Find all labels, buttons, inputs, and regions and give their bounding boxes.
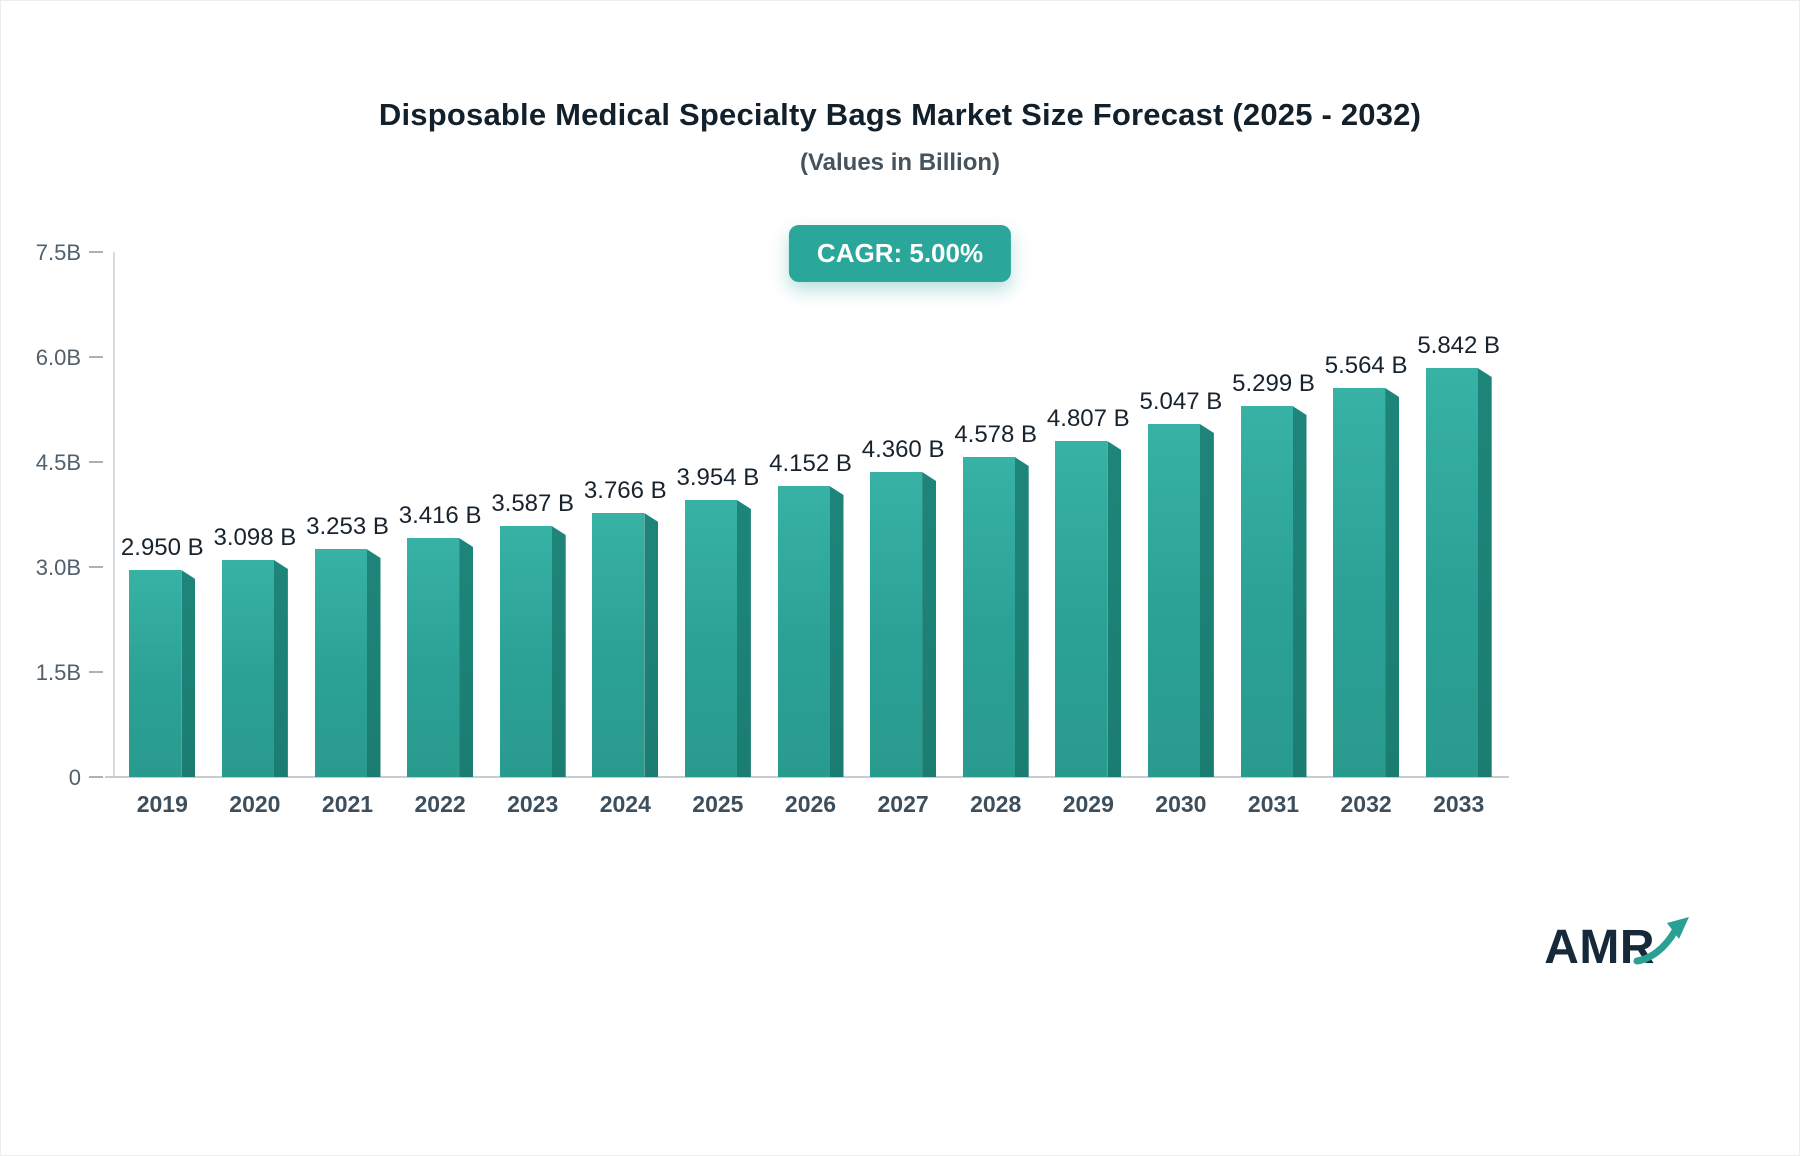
bar-front-face bbox=[407, 538, 460, 777]
amr-logo: AMR bbox=[1544, 916, 1691, 975]
bar-2024 bbox=[592, 513, 659, 777]
bar-side-face bbox=[1385, 388, 1400, 777]
bar-front-face bbox=[129, 570, 182, 777]
y-axis-tick-mark bbox=[89, 776, 103, 778]
bar-front-face bbox=[499, 526, 552, 777]
bar-front-face bbox=[777, 486, 830, 777]
bar-side-face bbox=[644, 513, 659, 777]
bar-front-face bbox=[1055, 441, 1108, 777]
bar-2028 bbox=[962, 457, 1029, 777]
bar-front-face bbox=[314, 549, 367, 777]
bar-2022 bbox=[407, 538, 474, 777]
bar-2030 bbox=[1147, 424, 1214, 777]
bar-value-label: 5.564 B bbox=[1324, 352, 1408, 379]
bar-2020 bbox=[221, 560, 288, 777]
bar-front-face bbox=[1333, 388, 1386, 777]
y-axis-tick-label: 7.5B bbox=[35, 240, 81, 265]
bar-front-face bbox=[1425, 368, 1478, 777]
bar-2033 bbox=[1425, 368, 1492, 777]
x-axis-category-label: 2026 bbox=[784, 791, 837, 817]
bar-side-face bbox=[1292, 406, 1307, 777]
x-axis-category-label: 2020 bbox=[229, 791, 281, 817]
bar-value-label: 3.587 B bbox=[491, 490, 575, 517]
y-axis-tick-mark bbox=[89, 251, 103, 253]
bar-2026 bbox=[777, 486, 844, 777]
bar-2023 bbox=[499, 526, 566, 777]
bar-front-face bbox=[962, 457, 1015, 777]
bar-side-face bbox=[181, 570, 196, 777]
y-axis-tick-label: 4.5B bbox=[35, 450, 81, 475]
bar-2025 bbox=[684, 500, 751, 777]
bar-side-face bbox=[736, 500, 751, 777]
cagr-badge: CAGR: 5.00% bbox=[788, 225, 1012, 282]
bar-value-label: 4.360 B bbox=[861, 436, 945, 463]
chart-subtitle: (Values in Billion) bbox=[799, 149, 1001, 176]
x-axis-category-label: 2025 bbox=[692, 791, 744, 817]
y-axis-tick-mark bbox=[89, 566, 103, 568]
x-axis-category-label: 2031 bbox=[1247, 791, 1300, 817]
bar-value-label: 2.950 B bbox=[120, 534, 204, 561]
x-axis-category-label: 2029 bbox=[1062, 791, 1114, 817]
y-axis-line bbox=[113, 252, 115, 777]
x-axis-category-label: 2022 bbox=[414, 791, 466, 817]
x-axis-category-label: 2030 bbox=[1155, 791, 1207, 817]
x-axis-category-label: 2019 bbox=[136, 791, 188, 817]
bar-2029 bbox=[1055, 441, 1122, 777]
bar-2032 bbox=[1333, 388, 1400, 777]
bar-side-face bbox=[1477, 368, 1492, 777]
x-axis-line bbox=[105, 776, 1509, 778]
bar-2031 bbox=[1240, 406, 1307, 777]
y-axis-tick-label: 0 bbox=[68, 765, 81, 790]
x-axis-category-label: 2023 bbox=[507, 791, 559, 817]
y-axis-tick-mark bbox=[89, 461, 103, 463]
bar-value-label: 5.047 B bbox=[1139, 388, 1223, 415]
bar-side-face bbox=[459, 538, 474, 777]
bar-value-label: 5.299 B bbox=[1232, 370, 1315, 397]
x-axis-category-label: 2032 bbox=[1340, 791, 1392, 817]
bar-side-face bbox=[1107, 441, 1122, 777]
amr-logo-text: AMR bbox=[1544, 921, 1655, 974]
bar-side-face bbox=[366, 549, 381, 777]
logo-growth-arrow-icon bbox=[1633, 916, 1689, 964]
bar-value-label: 5.842 B bbox=[1417, 332, 1501, 359]
bar-2019 bbox=[129, 570, 196, 777]
bar-value-label: 4.152 B bbox=[769, 450, 852, 477]
bar-front-face bbox=[870, 472, 923, 777]
bar-front-face bbox=[592, 513, 645, 777]
bar-side-face bbox=[1199, 424, 1214, 777]
bar-front-face bbox=[684, 500, 737, 777]
bar-value-label: 3.253 B bbox=[306, 513, 389, 540]
bar-side-face bbox=[922, 472, 937, 777]
bar-side-face bbox=[273, 560, 288, 777]
x-axis-category-label: 2027 bbox=[877, 791, 929, 817]
y-axis-tick-mark bbox=[89, 671, 103, 673]
bar-value-label: 4.578 B bbox=[954, 421, 1038, 448]
x-axis-category-label: 2021 bbox=[321, 791, 374, 817]
x-axis-category-label: 2024 bbox=[599, 791, 651, 817]
bar-side-face bbox=[551, 526, 566, 777]
y-axis-tick-label: 6.0B bbox=[35, 345, 81, 370]
bar-value-label: 3.416 B bbox=[398, 502, 482, 529]
bar-value-label: 3.954 B bbox=[676, 464, 760, 491]
bar-side-face bbox=[1014, 457, 1029, 777]
bar-side-face bbox=[829, 486, 844, 777]
y-axis-tick-mark bbox=[89, 356, 103, 358]
bar-front-face bbox=[221, 560, 274, 777]
bar-front-face bbox=[1147, 424, 1200, 777]
bar-value-label: 3.098 B bbox=[213, 524, 297, 551]
x-axis-category-label: 2028 bbox=[970, 791, 1022, 817]
bar-2027 bbox=[870, 472, 937, 777]
bar-value-label: 4.807 B bbox=[1046, 405, 1130, 432]
bar-value-label: 3.766 B bbox=[583, 477, 667, 504]
bar-2021 bbox=[314, 549, 381, 777]
bar-front-face bbox=[1240, 406, 1293, 777]
x-axis-category-label: 2033 bbox=[1433, 791, 1485, 817]
chart-title: Disposable Medical Specialty Bags Market… bbox=[378, 97, 1422, 132]
y-axis-tick-label: 1.5B bbox=[35, 660, 81, 685]
y-axis-tick-label: 3.0B bbox=[35, 555, 81, 580]
cagr-badge-label: CAGR: 5.00% bbox=[816, 238, 984, 268]
